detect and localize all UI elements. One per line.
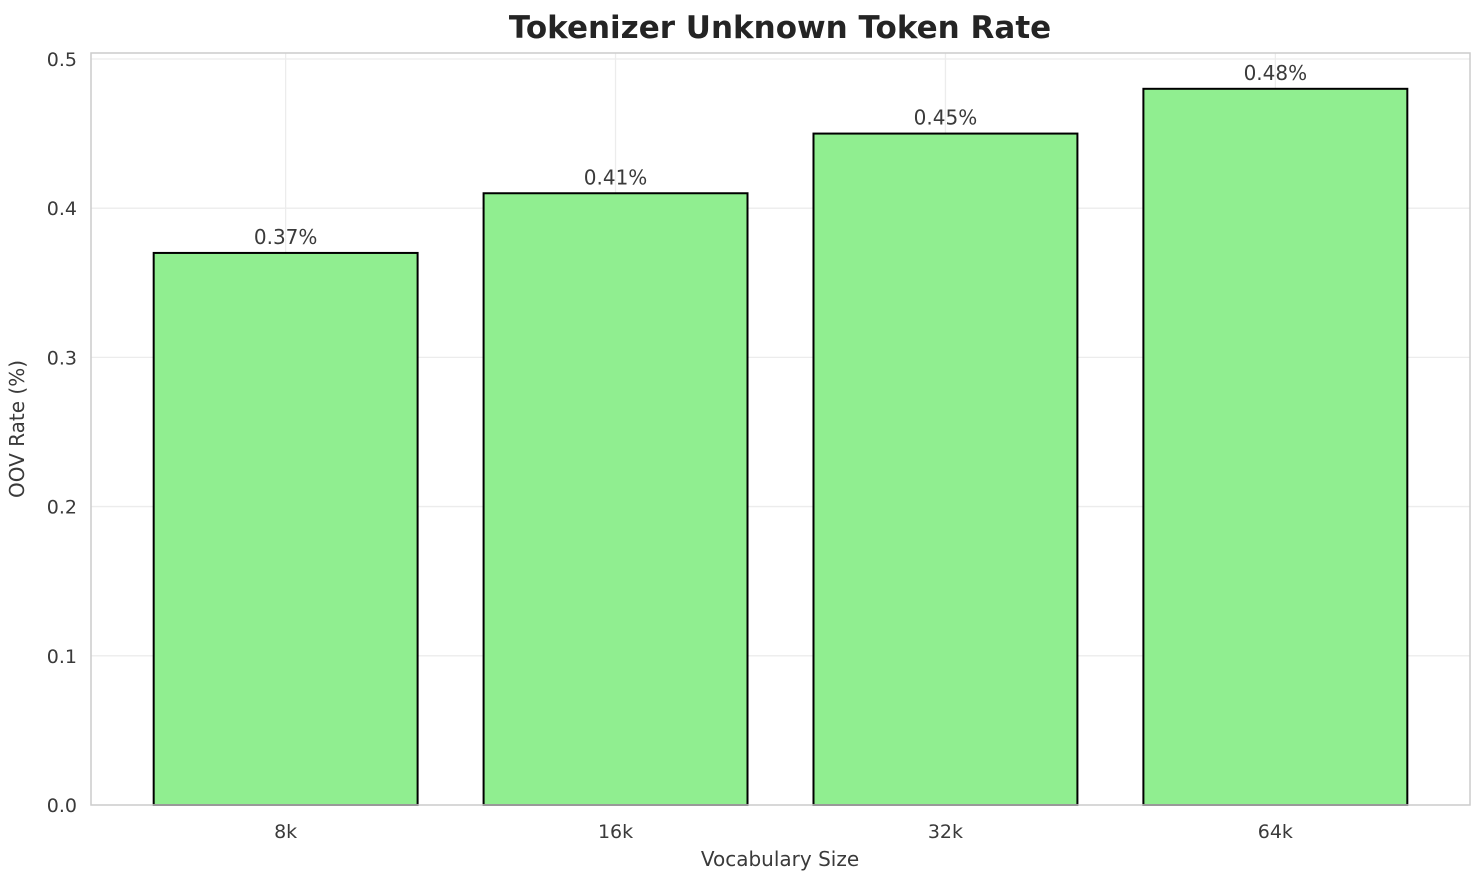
y-tick-label: 0.4: [47, 198, 77, 220]
x-tick-label: 8k: [274, 821, 297, 843]
y-axis-label: OOV Rate (%): [5, 360, 29, 498]
bar-value-label: 0.37%: [254, 225, 318, 249]
y-tick-labels: 0.0 0.1 0.2 0.3 0.4 0.5: [47, 49, 77, 817]
y-tick-label: 0.5: [47, 49, 77, 71]
x-axis-label: Vocabulary Size: [701, 847, 859, 871]
x-tick-label: 64k: [1258, 821, 1293, 843]
y-tick-label: 0.2: [47, 497, 77, 519]
bar-32k: [812, 132, 1079, 807]
plot-frame: [90, 52, 1471, 806]
y-tick-label: 0.1: [47, 646, 77, 668]
bars: [152, 87, 1409, 807]
bar-value-label: 0.48%: [1244, 61, 1308, 85]
bar-value-label: 0.45%: [914, 106, 978, 130]
x-tick-labels: 8k 16k 32k 64k: [274, 821, 1293, 843]
bar-value-labels: 0.37% 0.41% 0.45% 0.48%: [254, 61, 1307, 249]
x-tick-label: 16k: [598, 821, 633, 843]
bar-value-label: 0.41%: [584, 165, 648, 189]
y-tick-label: 0.0: [47, 795, 77, 817]
bar-16k: [482, 192, 749, 806]
chart-title: Tokenizer Unknown Token Rate: [509, 10, 1051, 46]
bar-8k: [152, 251, 419, 806]
bar-64k: [1142, 87, 1409, 807]
x-tick-label: 32k: [928, 821, 963, 843]
y-tick-label: 0.3: [47, 347, 77, 369]
